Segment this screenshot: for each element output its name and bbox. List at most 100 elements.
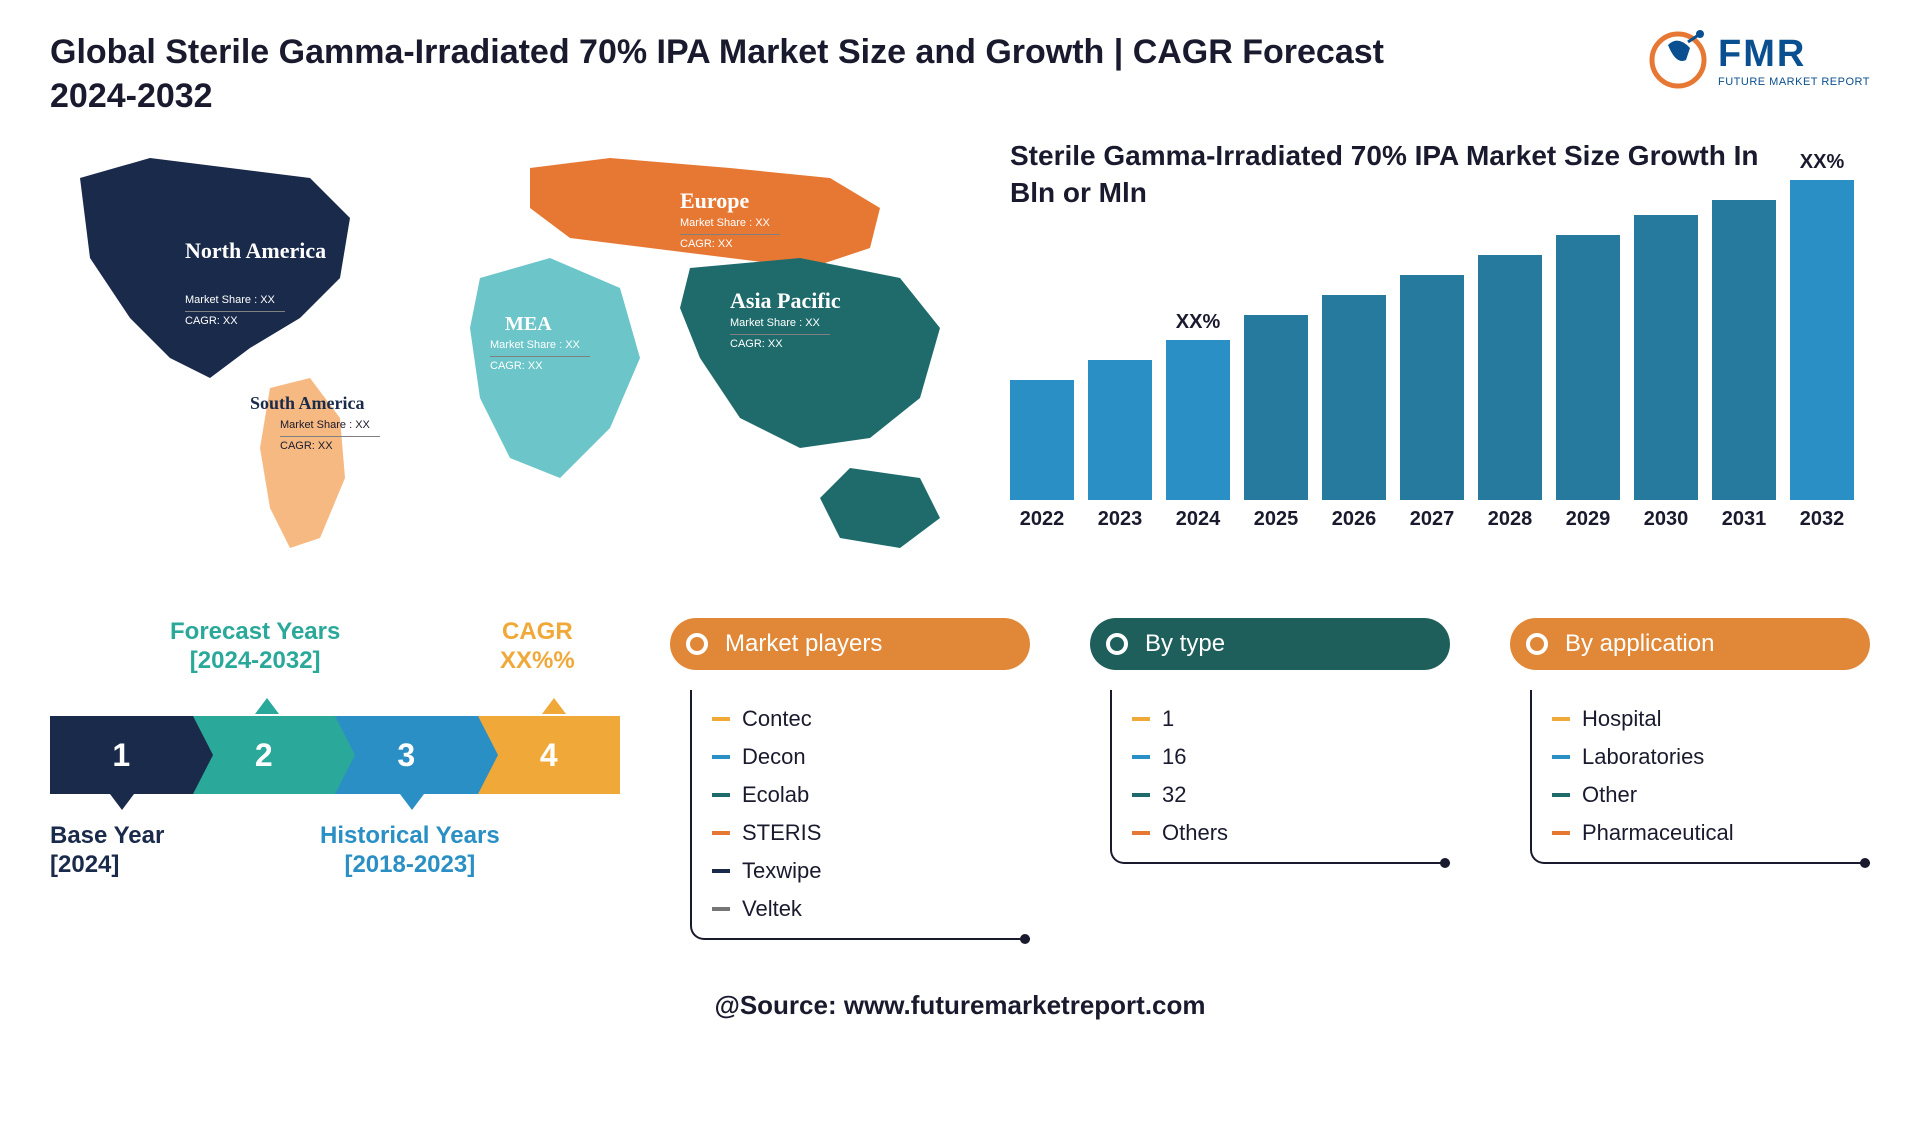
bar-item: 2027 (1400, 275, 1464, 531)
list-item-label: Texwipe (742, 858, 821, 884)
chart-bar (1634, 215, 1698, 500)
timeline-segment: 1 (50, 716, 193, 794)
region-mea-sub: Market Share : XXCAGR: XX (490, 338, 590, 374)
pill-dot-icon (1526, 633, 1548, 655)
list-item-label: Ecolab (742, 782, 809, 808)
chart-bar (1244, 315, 1308, 500)
chart-bar (1790, 180, 1854, 500)
dash-icon (1552, 755, 1570, 759)
bar-top-label: XX% (1176, 311, 1220, 334)
timeline-bottom-labels: Base Year [2024] Historical Years [2018-… (50, 822, 620, 902)
logo-text: FMR FUTURE MARKET REPORT (1718, 33, 1870, 88)
bar-item: 2028 (1478, 255, 1542, 531)
list-item: STERIS (712, 814, 1030, 852)
list-item: Others (1132, 814, 1450, 852)
top-content: North America Market Share : XXCAGR: XX … (50, 138, 1870, 558)
pill-title: Market players (725, 630, 882, 657)
list-item-label: Other (1582, 782, 1637, 808)
list-item-label: 32 (1162, 782, 1186, 808)
list-item: 32 (1132, 776, 1450, 814)
list-item: Ecolab (712, 776, 1030, 814)
dash-icon (1132, 831, 1150, 835)
chart-bar (1010, 380, 1074, 500)
bar-item: 2025 (1244, 315, 1308, 531)
dash-icon (1132, 755, 1150, 759)
pill-header: By type (1090, 618, 1450, 670)
historical-label: Historical Years [2018-2023] (320, 822, 500, 880)
timeline-segment: 4 (478, 716, 621, 794)
bar-top-label: XX% (1800, 151, 1844, 174)
timeline: Forecast Years [2024-2032] CAGR XX%% 123… (50, 618, 620, 940)
arrow-up-icon (255, 698, 279, 714)
bar-year-label: 2022 (1020, 508, 1065, 531)
bar-item: 2030 (1634, 215, 1698, 531)
region-mea-label: MEA (505, 313, 552, 336)
list-item-label: Others (1162, 820, 1228, 846)
region-ap-sub: Market Share : XXCAGR: XX (730, 316, 830, 352)
list-item: 16 (1132, 738, 1450, 776)
list-item-label: 16 (1162, 744, 1186, 770)
bar-year-label: 2030 (1644, 508, 1689, 531)
timeline-segment: 3 (335, 716, 478, 794)
list-item-label: Hospital (1582, 706, 1661, 732)
base-year-label: Base Year [2024] (50, 822, 164, 880)
dash-icon (712, 793, 730, 797)
bar-year-label: 2027 (1410, 508, 1455, 531)
region-sa-sub: Market Share : XXCAGR: XX (280, 418, 380, 454)
timeline-top-labels: Forecast Years [2024-2032] CAGR XX%% (50, 618, 620, 688)
region-ap-label: Asia Pacific (730, 288, 841, 314)
bar-year-label: 2032 (1800, 508, 1845, 531)
logo-globe-icon (1648, 30, 1708, 90)
bar-year-label: 2029 (1566, 508, 1611, 531)
list-item: Contec (712, 700, 1030, 738)
header: Global Sterile Gamma-Irradiated 70% IPA … (50, 30, 1870, 118)
chart-bar (1556, 235, 1620, 500)
bar-year-label: 2024 (1176, 508, 1221, 531)
list-item: Other (1552, 776, 1870, 814)
dash-icon (1552, 831, 1570, 835)
dash-icon (712, 869, 730, 873)
pill-dot-icon (686, 633, 708, 655)
dash-icon (712, 717, 730, 721)
chart-bar (1478, 255, 1542, 500)
bars-container: 20222023XX%20242025202620272028202920302… (1010, 231, 1870, 531)
bar-item: 2029 (1556, 235, 1620, 531)
dash-icon (1552, 717, 1570, 721)
list-item: Hospital (1552, 700, 1870, 738)
cagr-label: CAGR XX%% (500, 618, 575, 676)
region-eu-sub: Market Share : XXCAGR: XX (680, 216, 780, 252)
list-item: 1 (1132, 700, 1450, 738)
bar-item: XX% 2032 (1790, 151, 1854, 531)
pill-title: By type (1145, 630, 1225, 657)
region-eu-label: Europe (680, 188, 749, 214)
arrow-up-icon (542, 698, 566, 714)
logo: FMR FUTURE MARKET REPORT (1648, 30, 1870, 90)
list-item: Decon (712, 738, 1030, 776)
pill-dot-icon (1106, 633, 1128, 655)
bar-year-label: 2025 (1254, 508, 1299, 531)
bottom-content: Forecast Years [2024-2032] CAGR XX%% 123… (50, 618, 1870, 940)
chart-bar (1400, 275, 1464, 500)
region-na-label: North America (185, 238, 326, 264)
bar-year-label: 2023 (1098, 508, 1143, 531)
bar-item: XX% 2024 (1166, 311, 1230, 531)
list-item-label: Pharmaceutical (1582, 820, 1734, 846)
pill-header: By application (1510, 618, 1870, 670)
list-item: Laboratories (1552, 738, 1870, 776)
timeline-segment: 2 (193, 716, 336, 794)
dash-icon (712, 907, 730, 911)
region-sa-label: South America (250, 393, 365, 414)
pill-box: By application Hospital Laboratories Oth… (1510, 618, 1870, 940)
pill-header: Market players (670, 618, 1030, 670)
list-item-label: Veltek (742, 896, 802, 922)
list-item-label: 1 (1162, 706, 1174, 732)
bar-year-label: 2028 (1488, 508, 1533, 531)
dash-icon (712, 755, 730, 759)
dash-icon (1552, 793, 1570, 797)
list-bracket: 1 16 32 Others (1110, 690, 1450, 864)
pills-row: Market players Contec Decon Ecolab STERI… (670, 618, 1870, 940)
arrow-down-icon (400, 794, 424, 810)
bar-year-label: 2031 (1722, 508, 1767, 531)
bar-chart: Sterile Gamma-Irradiated 70% IPA Market … (1010, 138, 1870, 558)
list-item-label: Decon (742, 744, 806, 770)
